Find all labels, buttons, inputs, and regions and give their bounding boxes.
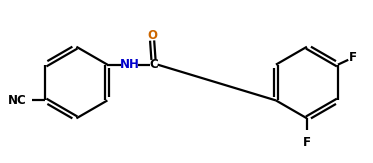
Text: NC: NC [7,94,26,107]
Text: F: F [349,51,357,64]
Text: O: O [147,29,157,42]
Text: NH: NH [119,58,140,71]
Text: C: C [149,58,158,71]
Text: F: F [303,135,311,148]
